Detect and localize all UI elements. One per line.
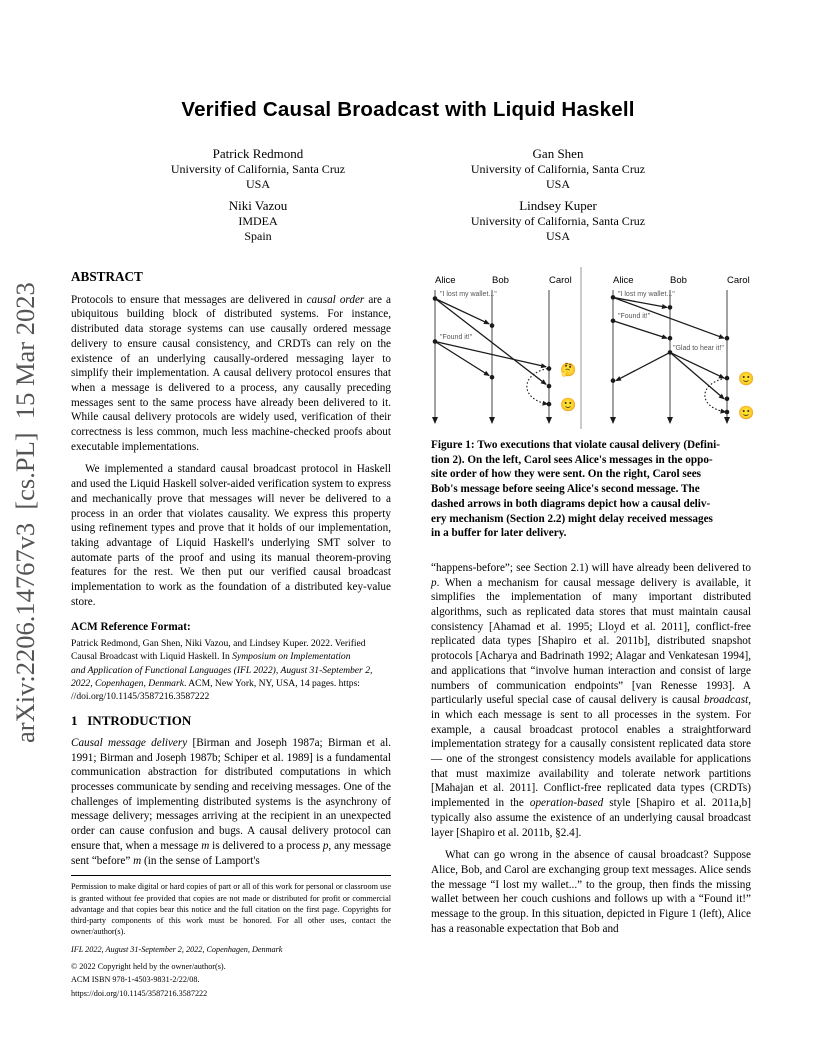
svg-text:"Found it!": "Found it!" xyxy=(440,334,473,341)
svg-text:🤔: 🤔 xyxy=(560,362,576,377)
svg-text:"Glad to hear it!": "Glad to hear it!" xyxy=(673,345,724,352)
svg-text:"I lost my wallet...": "I lost my wallet..." xyxy=(618,291,675,298)
svg-text:"I lost my wallet...": "I lost my wallet..." xyxy=(440,291,497,298)
svg-text:Bob: Bob xyxy=(492,275,509,286)
svg-text:🙂: 🙂 xyxy=(738,405,754,420)
svg-text:Alice: Alice xyxy=(613,275,634,286)
svg-text:🙂: 🙂 xyxy=(738,371,754,386)
svg-text:🙂: 🙂 xyxy=(560,397,576,412)
svg-text:Carol: Carol xyxy=(727,275,750,286)
svg-text:Bob: Bob xyxy=(670,275,687,286)
svg-text:"Found it!": "Found it!" xyxy=(618,313,651,320)
svg-text:Carol: Carol xyxy=(549,275,572,286)
svg-text:Alice: Alice xyxy=(435,275,456,286)
